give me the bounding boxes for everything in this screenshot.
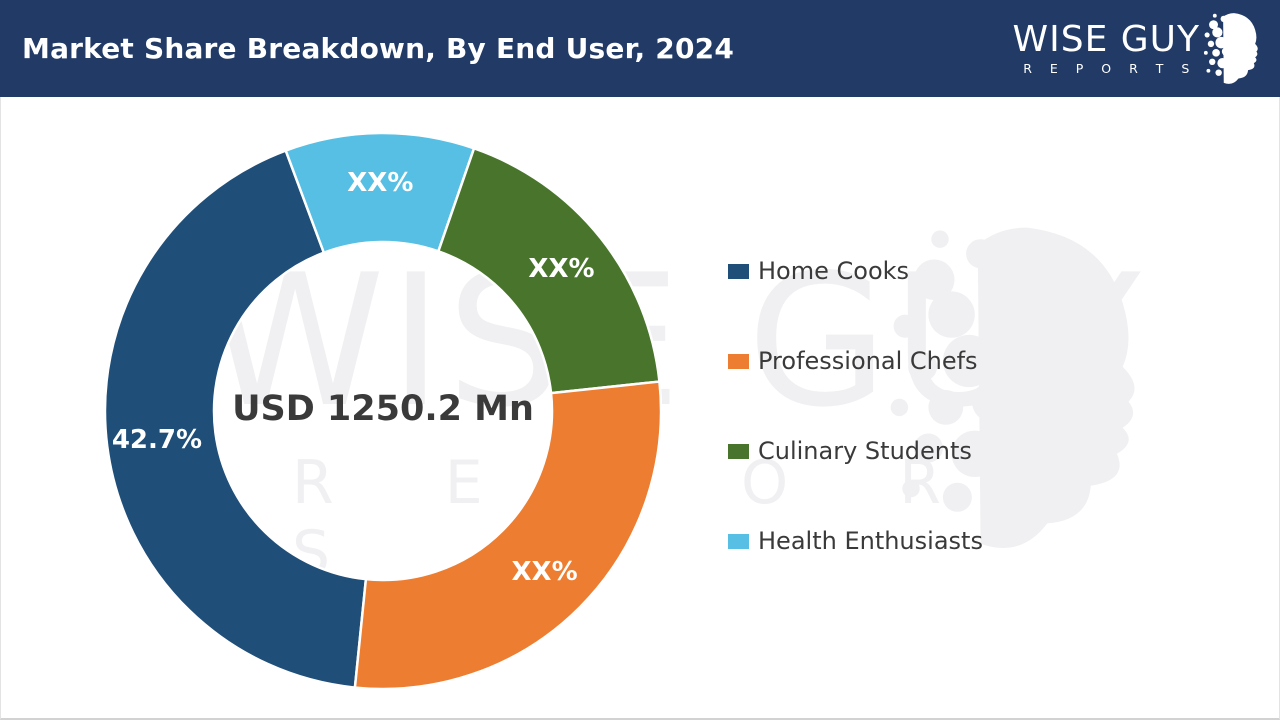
legend-label-culinary-students: Culinary Students: [758, 437, 972, 465]
segment-label-home-cooks: 42.7%: [112, 425, 202, 455]
brand-logo-face-icon: [1203, 12, 1258, 84]
legend-label-home-cooks: Home Cooks: [758, 257, 910, 285]
legend-item-health-enthusiasts: Health Enthusiasts: [728, 526, 983, 556]
legend-item-culinary-students: Culinary Students: [728, 436, 983, 466]
brand-logo: WISE GUY R E P O R T S: [1013, 9, 1267, 89]
legend-swatch-professional-chefs: [728, 353, 749, 369]
legend-label-health-enthusiasts: Health Enthusiasts: [758, 527, 983, 555]
segment-label-health-enthusiasts: XX%: [347, 168, 413, 198]
donut-segment-home-cooks: [103, 149, 368, 689]
donut-segment-culinary-students: [437, 147, 661, 395]
brand-logo-primary-text: WISE GUY: [1012, 18, 1200, 60]
watermark-face-icon: [890, 227, 1135, 548]
legend-item-home-cooks: Home Cooks: [728, 256, 983, 286]
donut-chart: 42.7% XX% XX% XX%: [103, 131, 663, 691]
legend-swatch-home-cooks: [728, 263, 749, 279]
donut-center-value: USD 1250.2 Mn: [232, 389, 534, 429]
legend-swatch-culinary-students: [728, 443, 749, 459]
chart-legend: Home Cooks Professional Chefs Culinary Stu…: [728, 256, 983, 616]
chart-title: Market Share Breakdown, By End User, 202…: [22, 32, 735, 65]
legend-item-professional-chefs: Professional Chefs: [728, 346, 983, 376]
header-bar: Market Share Breakdown, By End User, 202…: [0, 0, 1280, 97]
legend-swatch-health-enthusiasts: [728, 533, 749, 549]
donut-segment-professional-chefs: [353, 380, 663, 691]
legend-label-professional-chefs: Professional Chefs: [758, 347, 978, 375]
segment-label-professional-chefs: XX%: [512, 557, 578, 587]
segment-label-culinary-students: XX%: [528, 254, 594, 284]
brand-logo-secondary-text: R E P O R T S: [1023, 60, 1197, 76]
